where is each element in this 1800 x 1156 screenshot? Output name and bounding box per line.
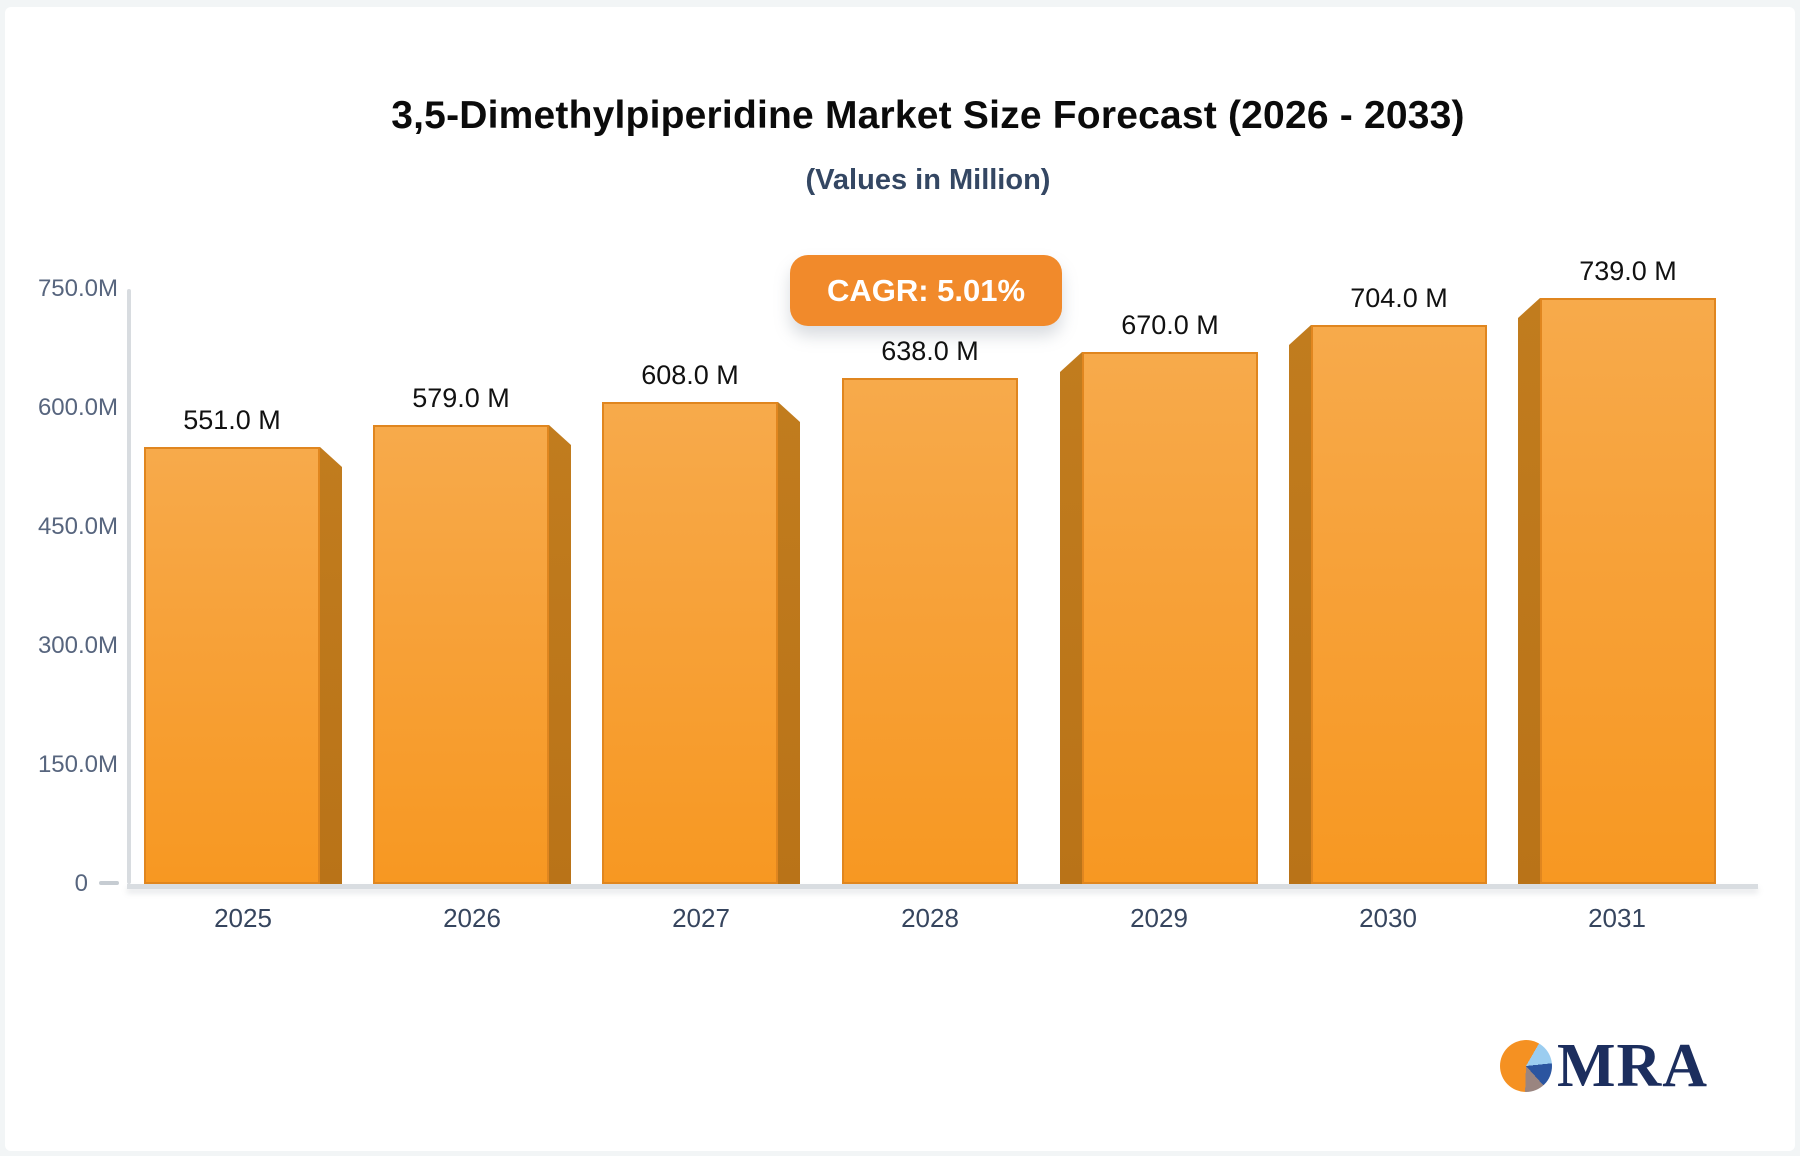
bar-side-face bbox=[778, 402, 800, 884]
x-axis-line bbox=[127, 884, 1758, 889]
bar-2026 bbox=[373, 425, 571, 884]
pie-chart-logo-icon bbox=[1500, 1040, 1552, 1092]
bar-2031 bbox=[1518, 298, 1716, 884]
bar-face bbox=[602, 402, 778, 884]
cagr-badge: CAGR: 5.01% bbox=[790, 255, 1062, 326]
bar-2029 bbox=[1060, 352, 1258, 884]
bar-value-label: 739.0 M bbox=[1579, 256, 1677, 286]
x-tick-label: 2025 bbox=[214, 903, 272, 933]
bar-side-face bbox=[1289, 325, 1311, 884]
y-tick-label: 300.0M bbox=[37, 632, 118, 659]
bar-face bbox=[144, 447, 320, 884]
bar-2030 bbox=[1289, 325, 1487, 884]
bar-2025 bbox=[144, 447, 342, 884]
y-axis-line bbox=[127, 289, 131, 884]
x-tick-label: 2030 bbox=[1359, 903, 1417, 933]
bar-2028 bbox=[842, 378, 1018, 884]
y-tick-label: 150.0M bbox=[37, 751, 118, 778]
bar-face bbox=[1540, 298, 1716, 884]
bar-value-label: 670.0 M bbox=[1121, 310, 1219, 340]
bar-face bbox=[842, 378, 1018, 884]
bar-2027 bbox=[602, 402, 800, 884]
bar-side-face bbox=[1518, 298, 1540, 884]
x-tick-label: 2031 bbox=[1588, 903, 1646, 933]
chart-subtitle: (Values in Million) bbox=[805, 164, 1051, 196]
bar-face bbox=[1311, 325, 1487, 884]
y-tick-label: 600.0M bbox=[37, 394, 118, 421]
bar-side-face bbox=[549, 425, 571, 884]
y-tick-label: 750.0M bbox=[37, 275, 118, 302]
x-tick-label: 2028 bbox=[901, 903, 959, 933]
x-tick-label: 2029 bbox=[1130, 903, 1188, 933]
chart-title: 3,5-Dimethylpiperidine Market Size Forec… bbox=[391, 94, 1465, 137]
x-tick-label: 2027 bbox=[672, 903, 730, 933]
bar-side-face bbox=[1060, 352, 1082, 884]
bar-face bbox=[1082, 352, 1258, 884]
bar-value-label: 608.0 M bbox=[641, 360, 739, 390]
bar-value-label: 638.0 M bbox=[881, 336, 979, 366]
bar-value-label: 551.0 M bbox=[183, 405, 281, 435]
y-tick-label: 450.0M bbox=[37, 513, 118, 540]
bar-face bbox=[373, 425, 549, 884]
brand-logo: MRA bbox=[1500, 1030, 1708, 1102]
y-tick-mark bbox=[99, 881, 119, 885]
bar-side-face bbox=[320, 447, 342, 884]
bar-value-label: 704.0 M bbox=[1350, 283, 1448, 313]
brand-logo-text: MRA bbox=[1557, 1032, 1709, 1100]
y-tick-label: 0 bbox=[74, 870, 88, 897]
bar-value-label: 579.0 M bbox=[412, 383, 510, 413]
x-tick-label: 2026 bbox=[443, 903, 501, 933]
